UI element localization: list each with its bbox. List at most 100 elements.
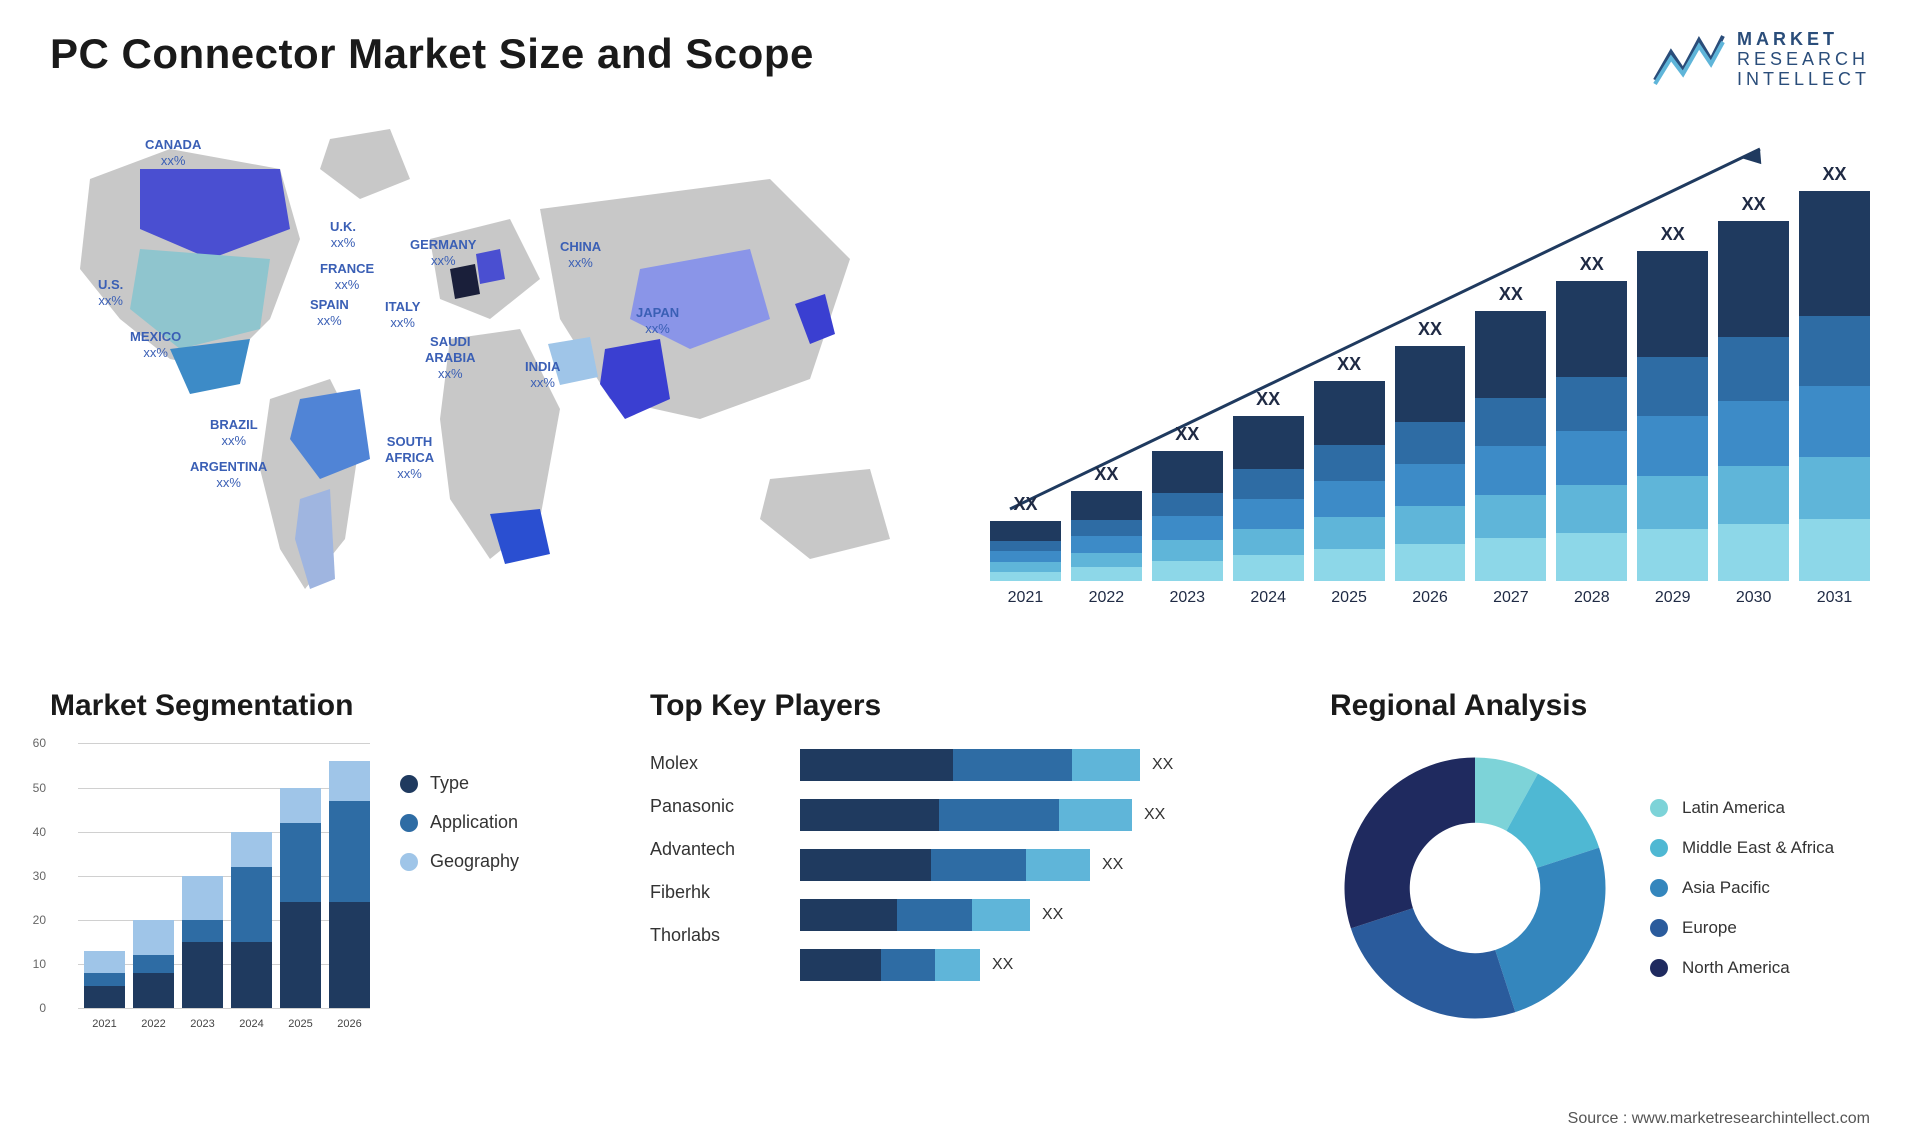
growth-year: 2026	[1412, 589, 1448, 607]
segmentation-panel: Market Segmentation 01020304050602021202…	[50, 689, 610, 1069]
regional-legend-europe: Europe	[1650, 918, 1834, 938]
map-label-germany: GERMANYxx%	[410, 237, 476, 268]
seg-bar-2023: 2023	[182, 876, 223, 1008]
player-label-advantech: Advantech	[650, 839, 780, 860]
seg-bar-2024: 2024	[231, 832, 272, 1009]
regional-legend-northamerica: North America	[1650, 958, 1834, 978]
growth-value: XX	[1580, 254, 1604, 275]
map-label-india: INDIAxx%	[525, 359, 560, 390]
player-bar-thorlabs: XX	[800, 949, 1290, 981]
growth-value: XX	[1094, 464, 1118, 485]
map-label-china: CHINAxx%	[560, 239, 601, 270]
logo-line2: RESEARCH	[1737, 50, 1870, 70]
growth-value: XX	[1013, 494, 1037, 515]
world-map-panel: CANADAxx%U.S.xx%MEXICOxx%BRAZILxx%ARGENT…	[50, 119, 950, 639]
map-label-mexico: MEXICOxx%	[130, 329, 181, 360]
regional-panel: Regional Analysis Latin AmericaMiddle Ea…	[1330, 689, 1870, 1069]
seg-ytick: 10	[22, 957, 46, 971]
donut-slice-asiapacific	[1495, 848, 1605, 1012]
growth-year: 2024	[1250, 589, 1286, 607]
seg-year: 2026	[329, 1018, 370, 1030]
regional-legend-middleeastafrica: Middle East & Africa	[1650, 838, 1834, 858]
players-panel: Top Key Players MolexPanasonicAdvantechF…	[650, 689, 1290, 1069]
seg-ytick: 50	[22, 781, 46, 795]
segmentation-legend: Type Application Geography	[400, 743, 519, 1033]
seg-bar-2021: 2021	[84, 951, 125, 1008]
regional-legend-latinamerica: Latin America	[1650, 798, 1834, 818]
map-label-italy: ITALYxx%	[385, 299, 420, 330]
seg-legend-type: Type	[400, 773, 519, 794]
growth-bar-2031: XX 2031	[1799, 164, 1870, 607]
growth-value: XX	[1256, 389, 1280, 410]
growth-year: 2025	[1331, 589, 1367, 607]
growth-bar-2024: XX 2024	[1233, 389, 1304, 607]
seg-ytick: 30	[22, 869, 46, 883]
seg-year: 2022	[133, 1018, 174, 1030]
growth-bar-2026: XX2026	[1395, 319, 1466, 607]
map-label-france: FRANCExx%	[320, 261, 374, 292]
growth-bar-2028: XX 2028	[1556, 254, 1627, 607]
donut-slice-europe	[1351, 909, 1515, 1019]
player-bar-fiberhk: XX	[800, 899, 1290, 931]
growth-bar-2025: XX2025	[1314, 354, 1385, 607]
page-title: PC Connector Market Size and Scope	[50, 30, 814, 78]
growth-bar-2022: XX 2022	[1071, 464, 1142, 607]
logo-line3: INTELLECT	[1737, 70, 1870, 90]
seg-legend-geography: Geography	[400, 851, 519, 872]
segmentation-title: Market Segmentation	[50, 689, 610, 723]
growth-bar-2021: XX2021	[990, 494, 1061, 607]
growth-value: XX	[1823, 164, 1847, 185]
map-label-argentina: ARGENTINAxx%	[190, 459, 267, 490]
map-label-us: U.S.xx%	[98, 277, 123, 308]
map-label-uk: U.K.xx%	[330, 219, 356, 250]
player-label-molex: Molex	[650, 753, 780, 774]
seg-ytick: 40	[22, 825, 46, 839]
seg-bar-2022: 2022	[133, 920, 174, 1008]
seg-year: 2025	[280, 1018, 321, 1030]
map-label-spain: SPAINxx%	[310, 297, 349, 328]
growth-bar-2029: XX 2029	[1637, 224, 1708, 607]
source-text: Source : www.marketresearchintellect.com	[1568, 1110, 1870, 1128]
seg-year: 2023	[182, 1018, 223, 1030]
seg-ytick: 20	[22, 913, 46, 927]
map-label-brazil: BRAZILxx%	[210, 417, 258, 448]
growth-year: 2031	[1817, 589, 1853, 607]
seg-bar-2026: 2026	[329, 761, 370, 1008]
growth-value: XX	[1175, 424, 1199, 445]
world-map	[50, 119, 950, 639]
growth-year: 2030	[1736, 589, 1772, 607]
regional-legend: Latin America Middle East & Africa Asia Pa…	[1650, 798, 1834, 978]
growth-value: XX	[1499, 284, 1523, 305]
player-bar-panasonic: XX	[800, 799, 1290, 831]
growth-bar-2023: XX2023	[1152, 424, 1223, 607]
player-value: XX	[1144, 806, 1165, 824]
player-label-panasonic: Panasonic	[650, 796, 780, 817]
seg-ytick: 0	[22, 1001, 46, 1015]
players-labels: MolexPanasonicAdvantechFiberhkThorlabs	[650, 743, 780, 981]
seg-bar-2025: 2025	[280, 788, 321, 1009]
player-value: XX	[992, 956, 1013, 974]
legend-dot-icon	[400, 775, 418, 793]
donut-slice-northamerica	[1345, 758, 1476, 929]
growth-chart-panel: XX2021XX2022XX2023XX2024XX2025XX2026XX20…	[990, 119, 1870, 639]
legend-dot-icon	[400, 853, 418, 871]
map-label-japan: JAPANxx%	[636, 305, 679, 336]
regional-legend-asiapacific: Asia Pacific	[1650, 878, 1834, 898]
map-safrica	[490, 509, 550, 564]
growth-year: 2028	[1574, 589, 1610, 607]
growth-year: 2029	[1655, 589, 1691, 607]
growth-value: XX	[1661, 224, 1685, 245]
legend-dot-icon	[1650, 959, 1668, 977]
player-bar-advantech: XX	[800, 849, 1290, 881]
seg-legend-application: Application	[400, 812, 519, 833]
legend-dot-icon	[1650, 839, 1668, 857]
seg-year: 2021	[84, 1018, 125, 1030]
growth-bar-2030: XX2030	[1718, 194, 1789, 607]
seg-year: 2024	[231, 1018, 272, 1030]
map-label-saudiarabia: SAUDIARABIAxx%	[425, 334, 476, 381]
growth-year: 2022	[1089, 589, 1125, 607]
seg-ytick: 60	[22, 736, 46, 750]
brand-logo: MARKET RESEARCH INTELLECT	[1653, 30, 1870, 89]
legend-dot-icon	[1650, 799, 1668, 817]
map-germany	[476, 249, 505, 284]
